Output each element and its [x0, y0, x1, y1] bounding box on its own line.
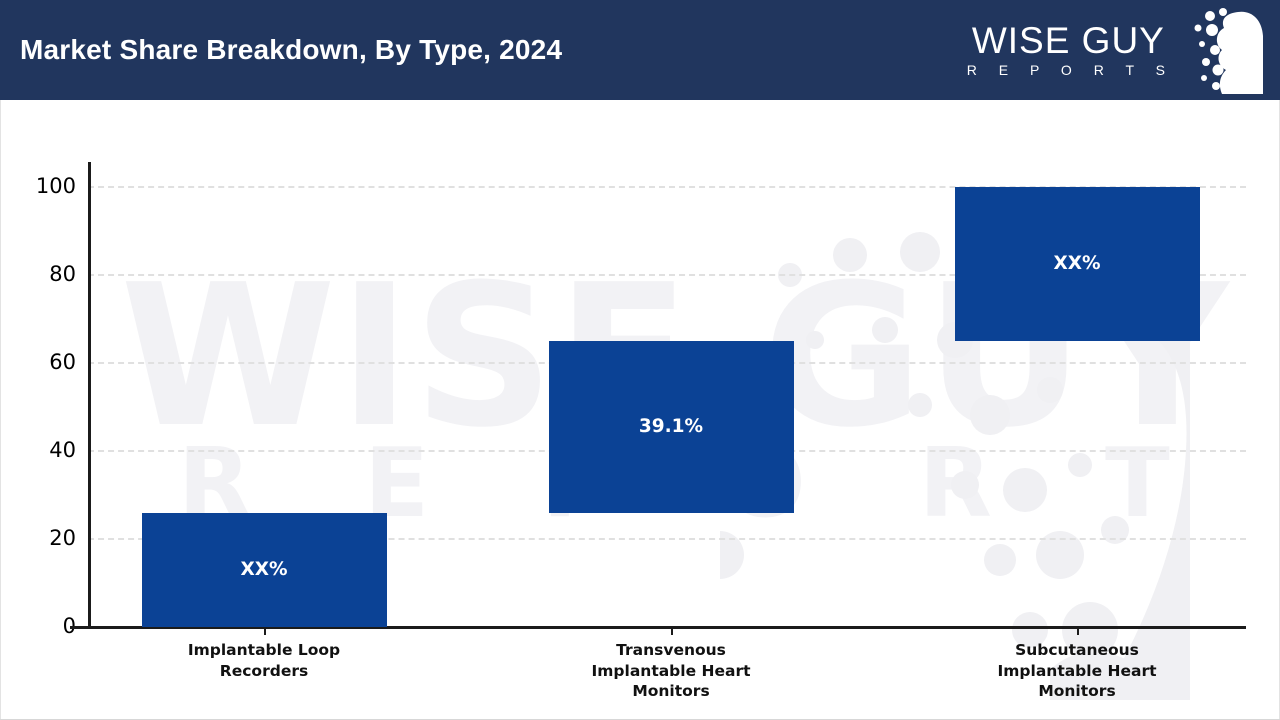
- y-tick-label: 0: [16, 616, 76, 637]
- gridline-20: [88, 538, 1246, 540]
- watermark-face-icon: [720, 232, 1190, 700]
- gridline-100: [88, 186, 1246, 188]
- wiseguy-logo: WISE GUY R E P O R T S: [963, 6, 1264, 94]
- y-tick-label: 60: [49, 350, 76, 374]
- market-share-bar-2: 39.1%: [548, 340, 794, 513]
- logo-wordmark: WISE GUY: [971, 20, 1165, 61]
- x-tick-mark: [671, 628, 673, 635]
- y-tick-label: 20: [49, 526, 76, 550]
- y-tick-label: 100: [35, 174, 76, 198]
- logo-subtext: R E P O R T S: [966, 62, 1174, 78]
- category-label-3: Subcutaneous Implantable Heart Monitors: [997, 640, 1156, 702]
- x-tick-mark: [1077, 628, 1079, 635]
- bar-value-label: XX%: [1053, 253, 1101, 275]
- category-label-1: Implantable Loop Recorders: [188, 640, 340, 681]
- x-tick-mark: [264, 628, 266, 635]
- bar-value-label: 39.1%: [638, 416, 704, 438]
- wiseguy-logo-face-icon: [1194, 8, 1263, 94]
- category-label-line: Monitors: [1038, 682, 1116, 700]
- market-share-bar-3: XX%: [954, 187, 1200, 341]
- category-label-line: Implantable Heart: [591, 661, 751, 680]
- category-label-line: Recorders: [219, 661, 309, 680]
- header-band: Market Share Breakdown, By Type, 2024 WI…: [0, 0, 1280, 100]
- bar-value-label: XX%: [240, 559, 288, 581]
- y-tick-label: 80: [49, 262, 76, 286]
- y-tick-label: 40: [49, 438, 76, 462]
- category-label-line: Transvenous: [616, 641, 726, 659]
- category-label-2: Transvenous Implantable Heart Monitors: [591, 640, 750, 702]
- wiseguy-logo-text: WISE GUY R E P O R T S: [963, 20, 1174, 79]
- category-label-line: Monitors: [632, 682, 710, 700]
- page-title: Market Share Breakdown, By Type, 2024: [20, 34, 563, 65]
- y-axis-line: [88, 162, 91, 629]
- market-share-bar-1: XX%: [141, 512, 387, 627]
- gridline-80: [88, 274, 1246, 276]
- category-label-line: Subcutaneous: [1015, 641, 1139, 659]
- category-label-line: Implantable Heart: [997, 661, 1157, 680]
- x-axis-line: [70, 626, 1246, 629]
- category-label-line: Implantable Loop: [187, 641, 341, 659]
